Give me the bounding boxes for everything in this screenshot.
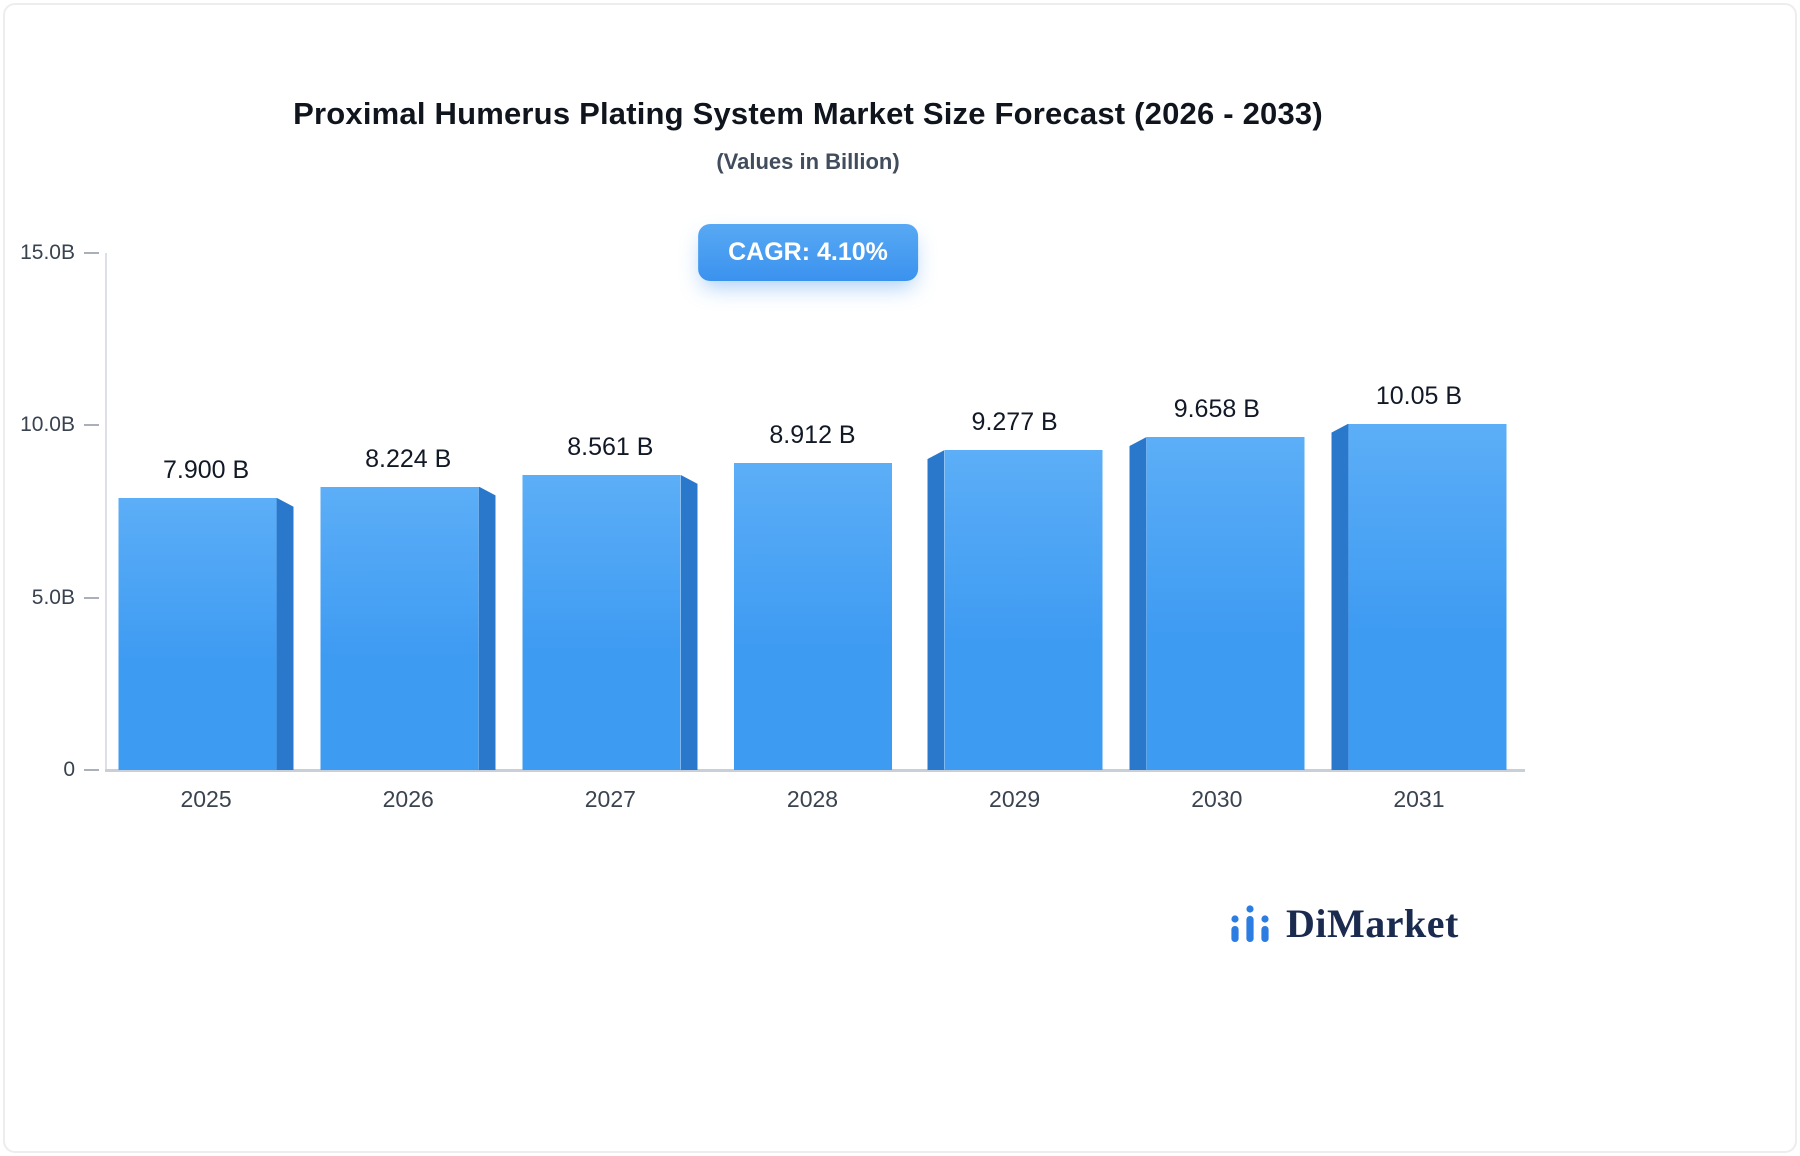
x-axis-line	[105, 769, 1525, 772]
bar-2031[interactable]: 10.05 B	[1331, 382, 1507, 770]
y-tick-mark	[84, 769, 99, 771]
bar-side-face	[1331, 423, 1349, 770]
bar-value-label: 8.224 B	[365, 444, 452, 473]
bar-2028[interactable]: 8.912 B	[733, 421, 892, 770]
y-tick-label: 15.0B	[20, 241, 75, 264]
y-tick-label: 0	[63, 758, 75, 781]
bar-chart-plot: 15.0B 10.0B 5.0B 0 7.900 B 8.224 B 8.561 B 8.9…	[20, 241, 1525, 781]
bar-face	[320, 486, 479, 770]
y-tick-mark	[84, 252, 99, 254]
bar-2030[interactable]: 9.658 B	[1129, 395, 1305, 770]
y-tick-mark	[84, 596, 99, 599]
x-axis-label-2029: 2029	[989, 786, 1041, 812]
x-axis-labels: 2025 2026 2027 2028 2029 2030 2031	[105, 786, 1520, 822]
bar-2026[interactable]: 8.224 B	[320, 445, 496, 770]
y-tick-mark	[84, 424, 99, 427]
bar-face	[733, 462, 892, 770]
x-axis-label-2027: 2027	[584, 786, 636, 812]
bar-side-face	[680, 474, 698, 770]
bar-value-label: 7.900 B	[162, 455, 250, 484]
bar-value-label: 9.277 B	[971, 408, 1058, 437]
bar-value-label: 9.658 B	[1173, 395, 1260, 424]
bar-value-label: 8.912 B	[769, 420, 856, 449]
y-tick-label: 10.0B	[20, 413, 75, 437]
bar-value-label: 10.05 B	[1375, 381, 1463, 410]
bar-side-face	[478, 486, 496, 770]
bar-2027[interactable]: 8.561 B	[522, 433, 698, 770]
x-axis-label-2031: 2031	[1393, 786, 1445, 812]
x-axis-label-2026: 2026	[382, 786, 434, 812]
dimarket-logo: DiMarket	[1228, 900, 1459, 947]
bar-face	[944, 450, 1103, 770]
y-axis-line	[105, 253, 107, 770]
bar-value-label: 8.561 B	[567, 432, 654, 461]
bar-face	[118, 497, 277, 770]
chart-title: Proximal Humerus Plating System Market S…	[293, 96, 1323, 131]
y-tick-label: 5.0B	[31, 585, 75, 609]
x-axis-label-2025: 2025	[180, 786, 232, 812]
bar-side-face	[1129, 437, 1147, 770]
bar-face	[1146, 437, 1305, 770]
bar-2025[interactable]: 7.900 B	[118, 456, 294, 770]
logo-text: DiMarket	[1286, 901, 1459, 946]
bar-side-face	[927, 450, 945, 770]
bar-side-face	[276, 497, 294, 770]
bar-2029[interactable]: 9.277 B	[927, 408, 1103, 770]
bar-face	[1348, 423, 1507, 770]
x-axis-label-2028: 2028	[786, 786, 839, 812]
chart-subtitle: (Values in Billion)	[716, 149, 900, 174]
bar-face	[522, 474, 681, 770]
cagr-badge: CAGR: 4.10%	[698, 224, 918, 281]
x-axis-label-2030: 2030	[1191, 786, 1243, 812]
logo-chart-icon	[1231, 904, 1269, 942]
